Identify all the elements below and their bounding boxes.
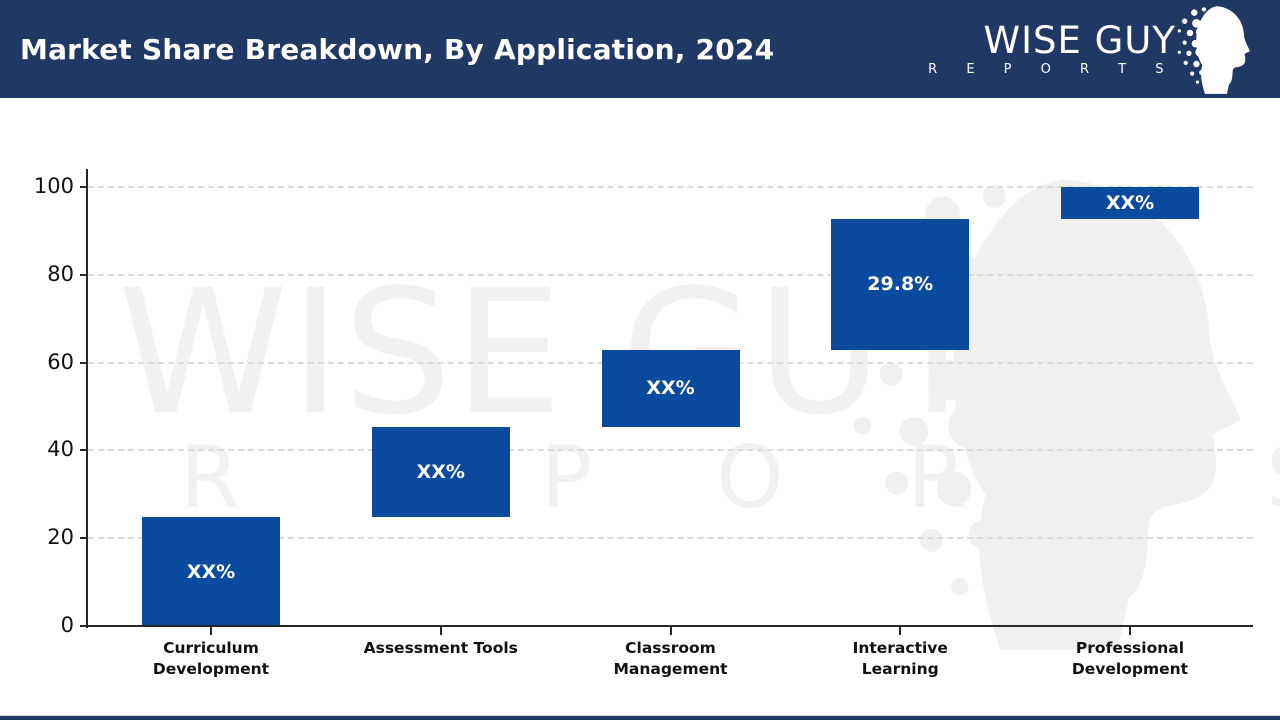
y-tick-label-100: 100 bbox=[33, 174, 74, 198]
gridline-20 bbox=[88, 537, 1253, 540]
bar-value-label: XX% bbox=[646, 377, 695, 400]
y-tick-label-40: 40 bbox=[47, 437, 74, 462]
x-tick bbox=[1129, 627, 1131, 635]
bar-segment: XX% bbox=[371, 427, 510, 518]
y-tick-40 bbox=[80, 449, 88, 452]
gridline-100 bbox=[88, 186, 1253, 188]
bar-segment: 29.8% bbox=[831, 219, 970, 350]
x-tick-label: Professional Development bbox=[1015, 638, 1245, 680]
x-tick bbox=[669, 627, 672, 635]
x-tick-label: Curriculum Development bbox=[96, 638, 326, 680]
logo-text: WISE GUY R E P O R T S bbox=[922, 18, 1176, 77]
x-tick-label-line: Interactive bbox=[852, 639, 948, 657]
x-tick-label-line: Management bbox=[613, 660, 728, 678]
x-tick-label-line: Development bbox=[1071, 660, 1189, 678]
x-tick-label-line: Professional bbox=[1075, 639, 1185, 657]
x-tick-label-line: Learning bbox=[861, 660, 939, 678]
y-tick-0 bbox=[80, 625, 88, 627]
y-axis-spine bbox=[86, 169, 88, 628]
y-tick-80 bbox=[80, 273, 88, 276]
x-tick-label-line: Development bbox=[152, 660, 270, 678]
x-tick-label-line: Curriculum bbox=[163, 639, 259, 657]
bar-value-label: XX% bbox=[416, 461, 465, 484]
x-tick bbox=[899, 627, 902, 635]
x-tick-label: Interactive Learning bbox=[785, 638, 1015, 680]
bar-segment: XX% bbox=[1061, 187, 1199, 220]
y-tick-label-20: 20 bbox=[47, 525, 74, 550]
y-tick-label-60: 60 bbox=[47, 349, 74, 374]
footer-bar bbox=[0, 715, 1280, 720]
y-tick-60 bbox=[80, 361, 88, 364]
x-axis-spine bbox=[86, 625, 1253, 627]
x-tick-label: Assessment Tools bbox=[326, 638, 556, 659]
logo-subtext: R E P O R T S bbox=[928, 61, 1176, 77]
y-tick-20 bbox=[80, 537, 88, 540]
logo-wordmark: WISE GUY bbox=[983, 18, 1176, 62]
x-tick-label-line: Assessment Tools bbox=[363, 639, 518, 657]
x-tick-label-line: Classroom bbox=[625, 639, 716, 657]
x-tick bbox=[439, 627, 442, 635]
bar-value-label: XX% bbox=[186, 560, 236, 583]
bar-segment: XX% bbox=[142, 517, 280, 626]
page-title: Market Share Breakdown, By Application, … bbox=[20, 32, 775, 66]
header: Market Share Breakdown, By Application, … bbox=[0, 0, 1280, 98]
y-tick-label-0: 0 bbox=[60, 613, 74, 637]
x-tick bbox=[210, 627, 212, 635]
bar-segment: XX% bbox=[601, 349, 740, 428]
gridline-80 bbox=[88, 273, 1253, 276]
y-tick-100 bbox=[80, 186, 88, 188]
bar-value-label: 29.8% bbox=[867, 273, 934, 296]
brand-logo: WISE GUY R E P O R T S bbox=[922, 0, 1278, 98]
bar-value-label: XX% bbox=[1105, 192, 1155, 215]
y-tick-label-80: 80 bbox=[47, 261, 74, 286]
x-tick-label: Classroom Management bbox=[556, 638, 786, 680]
gridline-40 bbox=[88, 449, 1253, 452]
